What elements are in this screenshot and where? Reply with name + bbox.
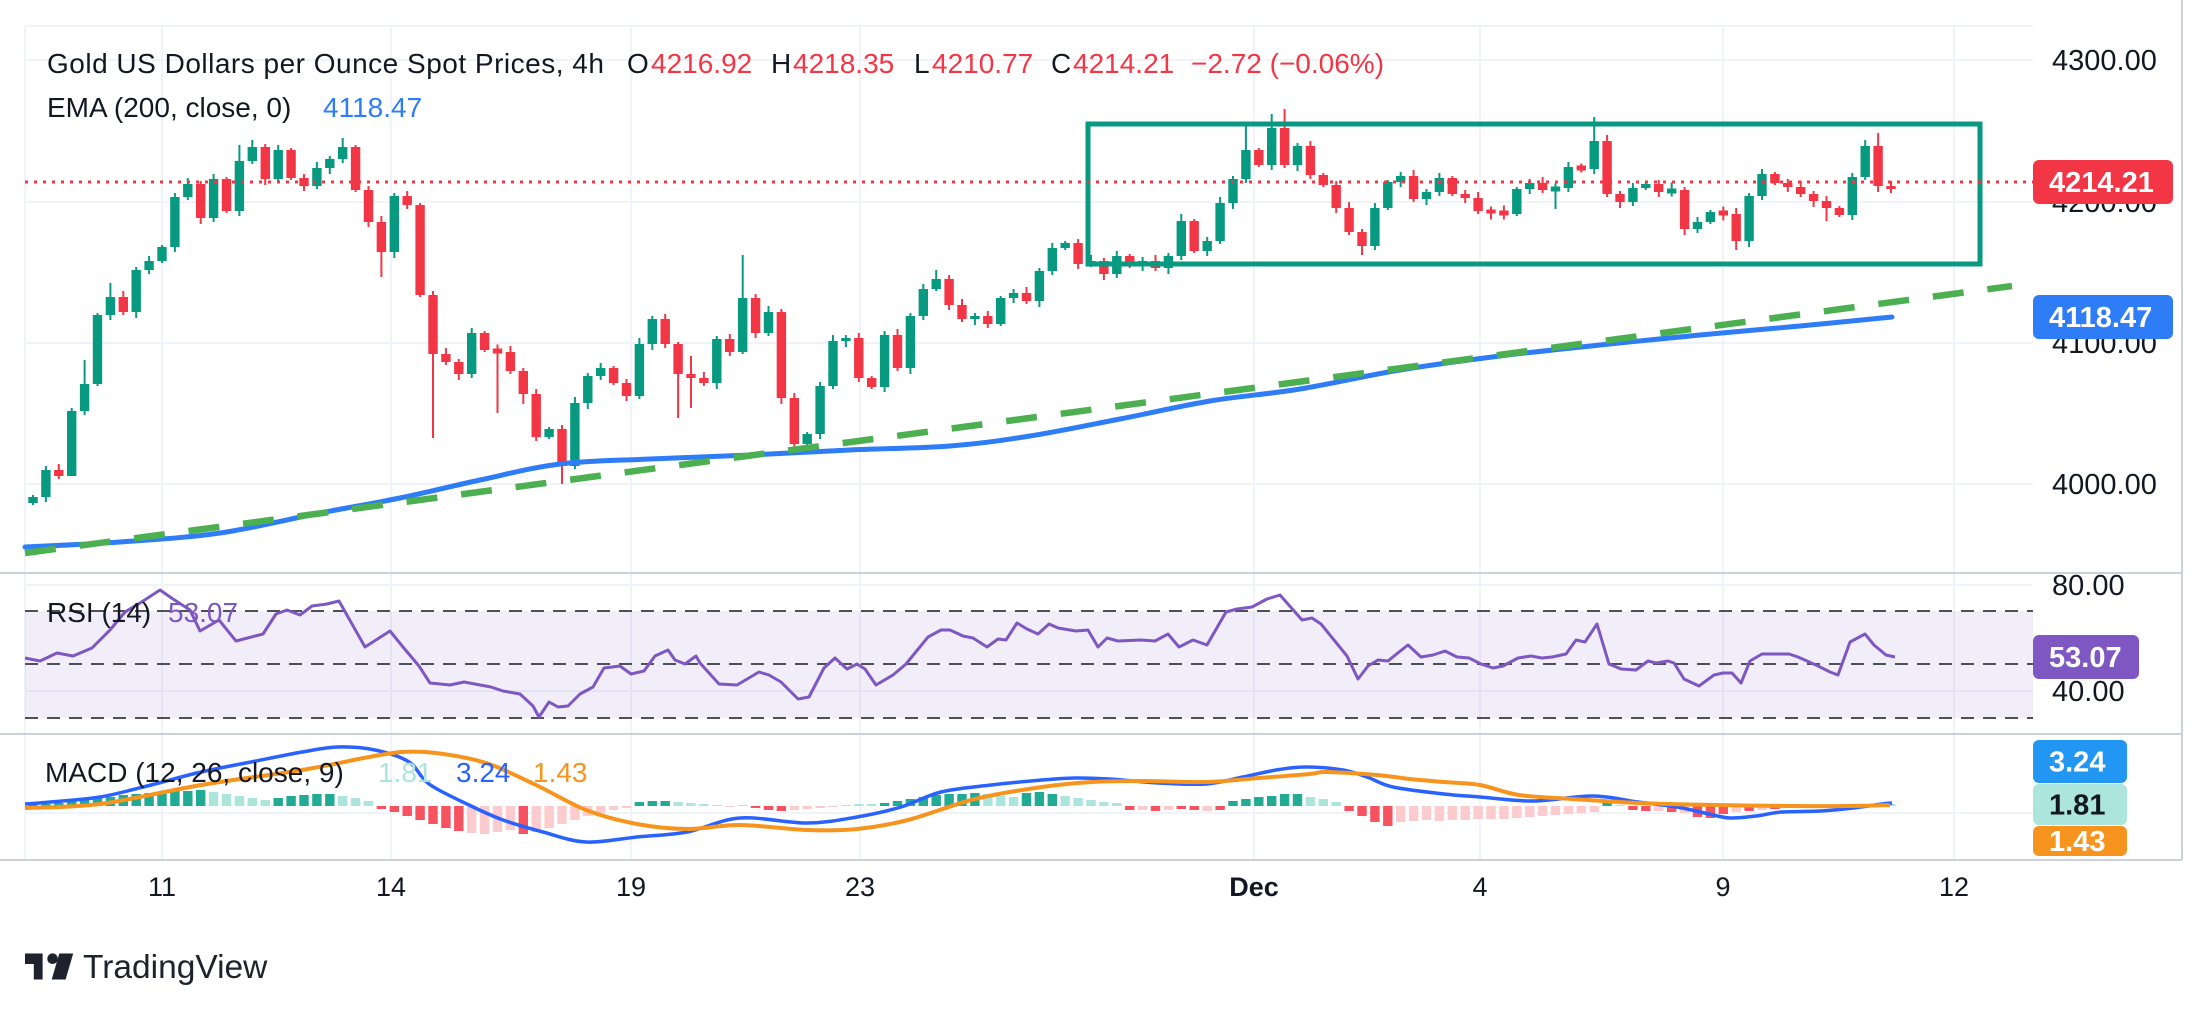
svg-text:Gold US Dollars per Ounce Spot: Gold US Dollars per Ounce Spot Prices, 4… (47, 48, 604, 79)
svg-text:TradingView: TradingView (83, 949, 268, 986)
svg-text:1.43: 1.43 (533, 757, 588, 788)
svg-text:O: O (627, 48, 649, 79)
svg-text:19: 19 (616, 872, 646, 902)
svg-text:4118.47: 4118.47 (323, 92, 422, 123)
svg-text:L: L (914, 48, 930, 79)
svg-text:11: 11 (148, 872, 176, 902)
svg-text:4118.47: 4118.47 (2049, 302, 2152, 334)
svg-text:−2.72 (−0.06%): −2.72 (−0.06%) (1191, 48, 1384, 79)
svg-text:1.43: 1.43 (2049, 826, 2105, 858)
svg-text:12: 12 (1939, 872, 1969, 902)
svg-text:23: 23 (845, 872, 875, 902)
svg-text:1.81: 1.81 (378, 757, 433, 788)
svg-text:4: 4 (1472, 872, 1487, 902)
svg-text:4214.21: 4214.21 (1073, 48, 1174, 79)
svg-text:4216.92: 4216.92 (651, 48, 752, 79)
svg-text:3.24: 3.24 (2049, 747, 2105, 779)
svg-text:1.81: 1.81 (2049, 790, 2105, 822)
svg-text:H: H (771, 48, 791, 79)
svg-text:80.00: 80.00 (2052, 570, 2125, 602)
svg-text:4218.35: 4218.35 (793, 48, 894, 79)
svg-text:EMA (200, close, 0): EMA (200, close, 0) (47, 92, 291, 123)
svg-text:14: 14 (376, 872, 406, 902)
svg-text:Dec: Dec (1229, 872, 1279, 902)
svg-text:9: 9 (1715, 872, 1730, 902)
svg-text:4000.00: 4000.00 (2052, 469, 2157, 501)
svg-text:40.00: 40.00 (2052, 676, 2125, 708)
svg-text:4210.77: 4210.77 (932, 48, 1033, 79)
svg-text:3.24: 3.24 (456, 757, 511, 788)
svg-text:53.07: 53.07 (168, 597, 238, 628)
svg-text:4300.00: 4300.00 (2052, 45, 2157, 77)
svg-text:53.07: 53.07 (2049, 642, 2122, 674)
svg-text:MACD (12, 26, close, 9): MACD (12, 26, close, 9) (45, 757, 344, 788)
svg-text:C: C (1051, 48, 1071, 79)
svg-text:RSI (14): RSI (14) (47, 597, 151, 628)
svg-text:4214.21: 4214.21 (2049, 167, 2154, 199)
